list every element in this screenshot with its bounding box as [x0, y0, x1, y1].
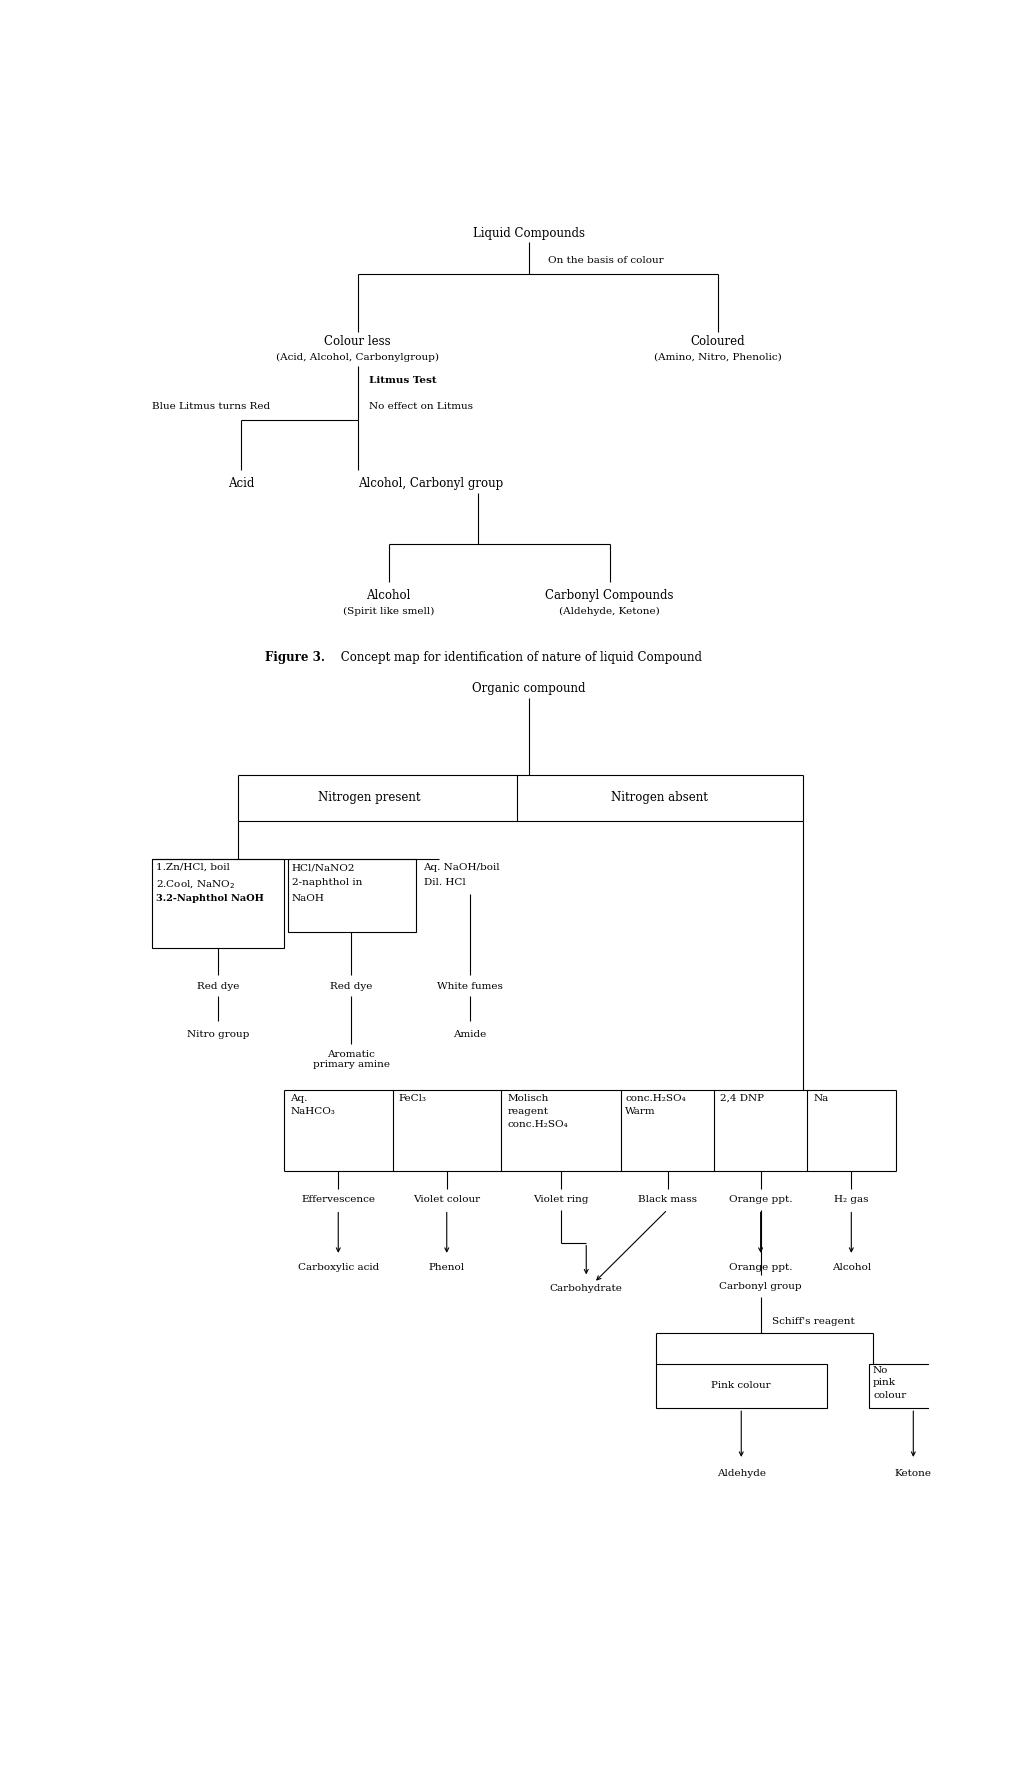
Text: Phenol: Phenol: [428, 1262, 464, 1273]
Text: Litmus Test: Litmus Test: [369, 375, 437, 384]
Text: Violet colour: Violet colour: [413, 1195, 480, 1204]
Bar: [288, 858, 416, 933]
Text: pink: pink: [873, 1379, 896, 1388]
Text: Effervescence: Effervescence: [301, 1195, 376, 1204]
Text: Alcohol: Alcohol: [832, 1262, 871, 1273]
Text: Carbohydrate: Carbohydrate: [550, 1285, 622, 1294]
Text: Amide: Amide: [453, 1030, 487, 1039]
Text: Orange ppt.: Orange ppt.: [729, 1262, 793, 1273]
Text: (Acid, Alcohol, Carbonylgroup): (Acid, Alcohol, Carbonylgroup): [277, 352, 440, 361]
Text: Warm: Warm: [625, 1108, 655, 1117]
Text: Molisch: Molisch: [507, 1094, 549, 1103]
Text: Alcohol: Alcohol: [366, 589, 411, 602]
Text: No effect on Litmus: No effect on Litmus: [369, 402, 474, 411]
Text: 2,4 DNP: 2,4 DNP: [720, 1094, 765, 1103]
Text: Alcohol, Carbonyl group: Alcohol, Carbonyl group: [358, 476, 503, 490]
Text: Red dye: Red dye: [330, 982, 373, 991]
Text: On the basis of colour: On the basis of colour: [548, 255, 664, 266]
Text: Aromatic
primary amine: Aromatic primary amine: [313, 1050, 390, 1069]
Text: No: No: [873, 1366, 889, 1375]
Text: Concept map for identification of nature of liquid Compound: Concept map for identification of nature…: [336, 651, 702, 664]
Text: NaHCO₃: NaHCO₃: [290, 1108, 335, 1117]
Text: 2.Cool, NaNO$_2$: 2.Cool, NaNO$_2$: [156, 878, 235, 890]
Text: H₂ gas: H₂ gas: [834, 1195, 869, 1204]
Bar: [656, 1363, 827, 1409]
Text: White fumes: White fumes: [438, 982, 503, 991]
Text: (Amino, Nitro, Phenolic): (Amino, Nitro, Phenolic): [654, 352, 782, 361]
Text: Figure 3.: Figure 3.: [264, 651, 325, 664]
Text: Acid: Acid: [228, 476, 255, 490]
Text: Red dye: Red dye: [197, 982, 239, 991]
Text: Pink colour: Pink colour: [711, 1381, 771, 1391]
Text: 2-naphthol in: 2-naphthol in: [292, 878, 362, 887]
Text: Blue Litmus turns Red: Blue Litmus turns Red: [153, 402, 270, 411]
Text: FeCl₃: FeCl₃: [398, 1094, 426, 1103]
Text: Nitrogen present: Nitrogen present: [318, 791, 420, 804]
Bar: [153, 858, 284, 947]
Text: Coloured: Coloured: [690, 335, 745, 349]
Text: Dil. HCl: Dil. HCl: [423, 878, 465, 887]
Text: Carbonyl group: Carbonyl group: [719, 1281, 802, 1290]
Text: Carboxylic acid: Carboxylic acid: [297, 1262, 379, 1273]
Text: Na: Na: [813, 1094, 829, 1103]
Text: Aq.: Aq.: [290, 1094, 308, 1103]
Text: Carbonyl Compounds: Carbonyl Compounds: [545, 589, 674, 602]
Text: conc.H₂SO₄: conc.H₂SO₄: [507, 1120, 568, 1129]
Text: Aldehyde: Aldehyde: [717, 1469, 766, 1478]
Text: 3.2-Naphthol NaOH: 3.2-Naphthol NaOH: [156, 894, 264, 903]
Text: Black mass: Black mass: [638, 1195, 698, 1204]
Text: Ketone: Ketone: [895, 1469, 932, 1478]
Text: Nitrogen absent: Nitrogen absent: [611, 791, 708, 804]
Text: Orange ppt.: Orange ppt.: [729, 1195, 793, 1204]
Text: Organic compound: Organic compound: [473, 681, 585, 696]
Text: conc.H₂SO₄: conc.H₂SO₄: [625, 1094, 685, 1103]
Text: 1.Zn/HCl, boil: 1.Zn/HCl, boil: [156, 864, 230, 873]
Text: Colour less: Colour less: [324, 335, 391, 349]
Text: Liquid Compounds: Liquid Compounds: [473, 228, 585, 241]
Text: reagent: reagent: [507, 1108, 548, 1117]
Bar: [869, 1363, 959, 1409]
Text: HCl/NaNO2: HCl/NaNO2: [292, 864, 355, 873]
Text: Nitro group: Nitro group: [187, 1030, 250, 1039]
Text: (Spirit like smell): (Spirit like smell): [343, 607, 434, 616]
Text: Violet ring: Violet ring: [533, 1195, 588, 1204]
Text: Aq. NaOH/boil: Aq. NaOH/boil: [423, 864, 501, 873]
Text: (Aldehyde, Ketone): (Aldehyde, Ketone): [559, 607, 659, 616]
Text: Schiff's reagent: Schiff's reagent: [772, 1317, 854, 1326]
Text: colour: colour: [873, 1391, 906, 1400]
Text: NaOH: NaOH: [292, 894, 325, 903]
